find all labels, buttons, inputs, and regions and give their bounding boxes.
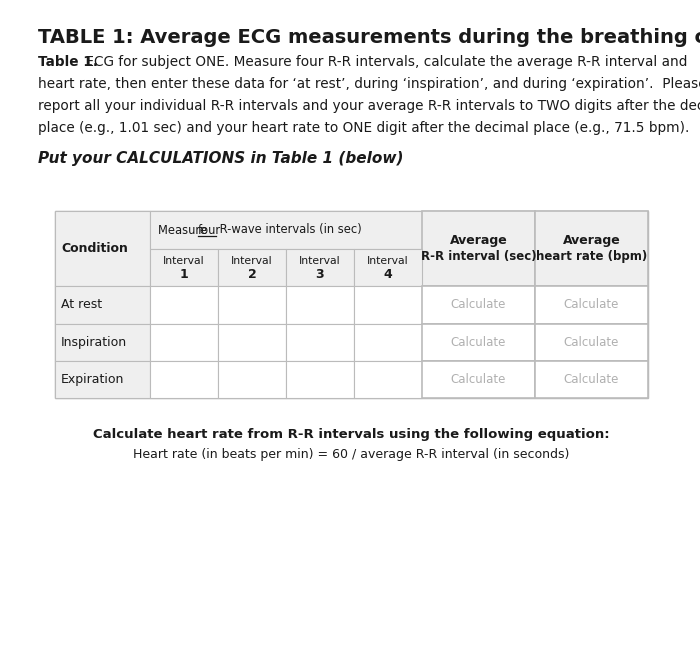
Text: Measure: Measure (158, 224, 211, 236)
Bar (150, 249, 218, 286)
Text: Inspiration: Inspiration (61, 336, 127, 349)
Bar (422, 286, 535, 324)
Bar (535, 286, 648, 324)
Text: ECG for subject ONE. Measure four R-R intervals, calculate the average R-R inter: ECG for subject ONE. Measure four R-R in… (81, 55, 687, 69)
Bar (286, 324, 354, 361)
Text: heart rate (bpm): heart rate (bpm) (536, 250, 647, 263)
Text: heart rate, then enter these data for ‘at rest’, during ‘inspiration’, and durin: heart rate, then enter these data for ‘a… (38, 77, 700, 91)
Bar (150, 361, 218, 398)
Text: At rest: At rest (61, 298, 102, 311)
Text: Interval: Interval (299, 256, 341, 266)
Text: Calculate: Calculate (564, 298, 620, 311)
Bar (55, 324, 648, 361)
Text: Calculate: Calculate (451, 298, 506, 311)
Text: Interval: Interval (163, 256, 205, 266)
Text: Calculate: Calculate (564, 336, 620, 349)
Text: TABLE 1: Average ECG measurements during the breathing cycle.: TABLE 1: Average ECG measurements during… (38, 28, 700, 47)
Bar (218, 361, 286, 398)
Text: Table 1.: Table 1. (38, 55, 98, 69)
Bar (422, 324, 535, 361)
Bar (354, 324, 422, 361)
Bar (55, 211, 648, 249)
Bar (55, 249, 648, 286)
Bar (55, 211, 150, 286)
Bar (422, 211, 535, 286)
Text: Condition: Condition (61, 242, 128, 255)
Text: 2: 2 (248, 268, 256, 281)
Text: Calculate: Calculate (564, 373, 620, 386)
Bar (354, 286, 422, 324)
Text: Average: Average (449, 234, 508, 247)
Text: 4: 4 (384, 268, 393, 281)
Bar (535, 361, 648, 398)
Bar (55, 324, 150, 361)
Bar (150, 211, 422, 249)
Text: Calculate heart rate from R-R intervals using the following equation:: Calculate heart rate from R-R intervals … (93, 428, 610, 441)
Bar (286, 361, 354, 398)
Text: 3: 3 (316, 268, 324, 281)
Bar (150, 324, 218, 361)
Bar (422, 361, 535, 398)
Bar (354, 249, 422, 286)
Bar (55, 286, 150, 324)
Bar (354, 361, 422, 398)
Text: Interval: Interval (368, 256, 409, 266)
Bar (286, 249, 354, 286)
Text: Calculate: Calculate (451, 373, 506, 386)
Text: 1: 1 (180, 268, 188, 281)
Text: Calculate: Calculate (451, 336, 506, 349)
Text: Heart rate (in beats per min) = 60 / average R-R interval (in seconds): Heart rate (in beats per min) = 60 / ave… (133, 448, 570, 461)
Bar (55, 361, 150, 398)
Bar (286, 286, 354, 324)
Text: Interval: Interval (231, 256, 273, 266)
Text: place (e.g., 1.01 sec) and your heart rate to ONE digit after the decimal place : place (e.g., 1.01 sec) and your heart ra… (38, 121, 689, 135)
Bar (55, 286, 648, 324)
Bar (55, 361, 648, 398)
Bar (150, 286, 218, 324)
Text: Expiration: Expiration (61, 373, 125, 386)
Bar (218, 249, 286, 286)
Text: R-wave intervals (in sec): R-wave intervals (in sec) (216, 224, 362, 236)
Bar (535, 211, 648, 286)
Bar (218, 286, 286, 324)
Bar (535, 324, 648, 361)
Text: four: four (198, 224, 221, 236)
Text: Put your CALCULATIONS in Table 1 (below): Put your CALCULATIONS in Table 1 (below) (38, 151, 403, 166)
Bar (55, 211, 648, 398)
Text: Average: Average (563, 234, 620, 247)
Text: R-R interval (sec): R-R interval (sec) (421, 250, 536, 263)
Bar (218, 324, 286, 361)
Text: report all your individual R-R intervals and your average R-R intervals to TWO d: report all your individual R-R intervals… (38, 99, 700, 113)
